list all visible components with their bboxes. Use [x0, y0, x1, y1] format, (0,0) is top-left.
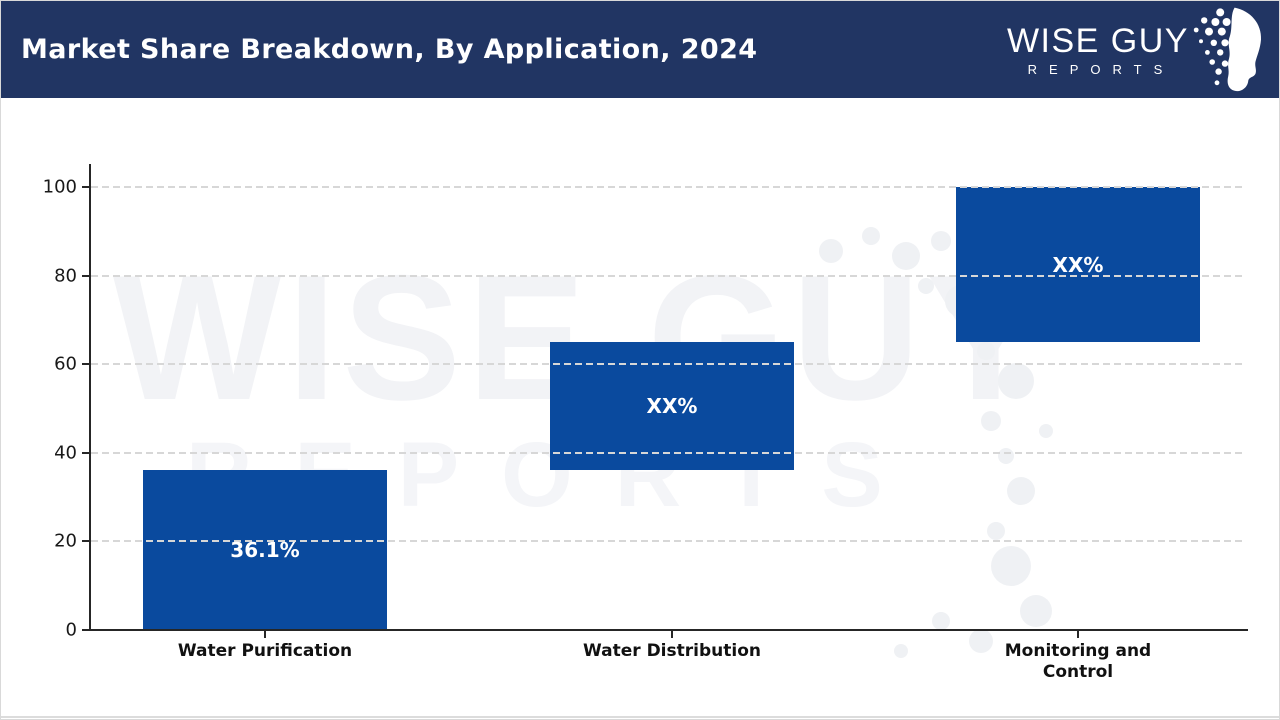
x-axis-line	[88, 629, 1248, 631]
y-tick-label: 100	[42, 176, 77, 198]
gridline	[91, 540, 1246, 543]
bar-value-label: XX%	[646, 394, 698, 419]
y-tick-label: 60	[54, 353, 77, 375]
y-axis-line	[89, 164, 91, 631]
bottom-divider	[1, 716, 1279, 718]
bar-3	[956, 187, 1200, 343]
x-tick-mark	[264, 631, 266, 638]
header-bar: Market Share Breakdown, By Application, …	[1, 1, 1279, 98]
y-tick-mark	[82, 186, 89, 189]
y-tick-label: 40	[54, 442, 77, 464]
gridline	[91, 186, 1246, 189]
x-category-label: Monitoring and Control	[1004, 641, 1152, 683]
page-title: Market Share Breakdown, By Application, …	[21, 34, 758, 65]
y-tick-mark	[82, 363, 89, 366]
y-tick-label: 20	[54, 530, 77, 552]
gridline	[91, 451, 1246, 454]
y-tick-label: 80	[54, 265, 77, 287]
y-tick-mark	[82, 629, 89, 631]
y-tick-label: 0	[65, 619, 77, 641]
y-tick-mark	[82, 274, 89, 277]
x-tick-mark	[1077, 631, 1079, 638]
logo-subtext: REPORTS	[1027, 61, 1175, 77]
gridline	[91, 363, 1246, 366]
bar-value-label: 36.1%	[230, 538, 300, 563]
x-category-label: Water Purification	[177, 641, 353, 661]
y-tick-mark	[82, 540, 89, 543]
x-category-label: Water Distribution	[583, 641, 761, 661]
y-tick-mark	[82, 451, 89, 454]
logo-face-icon	[1193, 7, 1262, 91]
gridline	[91, 274, 1246, 277]
logo-wordmark: WISE GUY	[1006, 21, 1189, 60]
wiseguy-logo: WISE GUY REPORTS	[1006, 6, 1279, 94]
x-tick-mark	[671, 631, 673, 638]
bar-1	[143, 470, 387, 630]
bar-value-label: XX%	[1052, 252, 1104, 277]
